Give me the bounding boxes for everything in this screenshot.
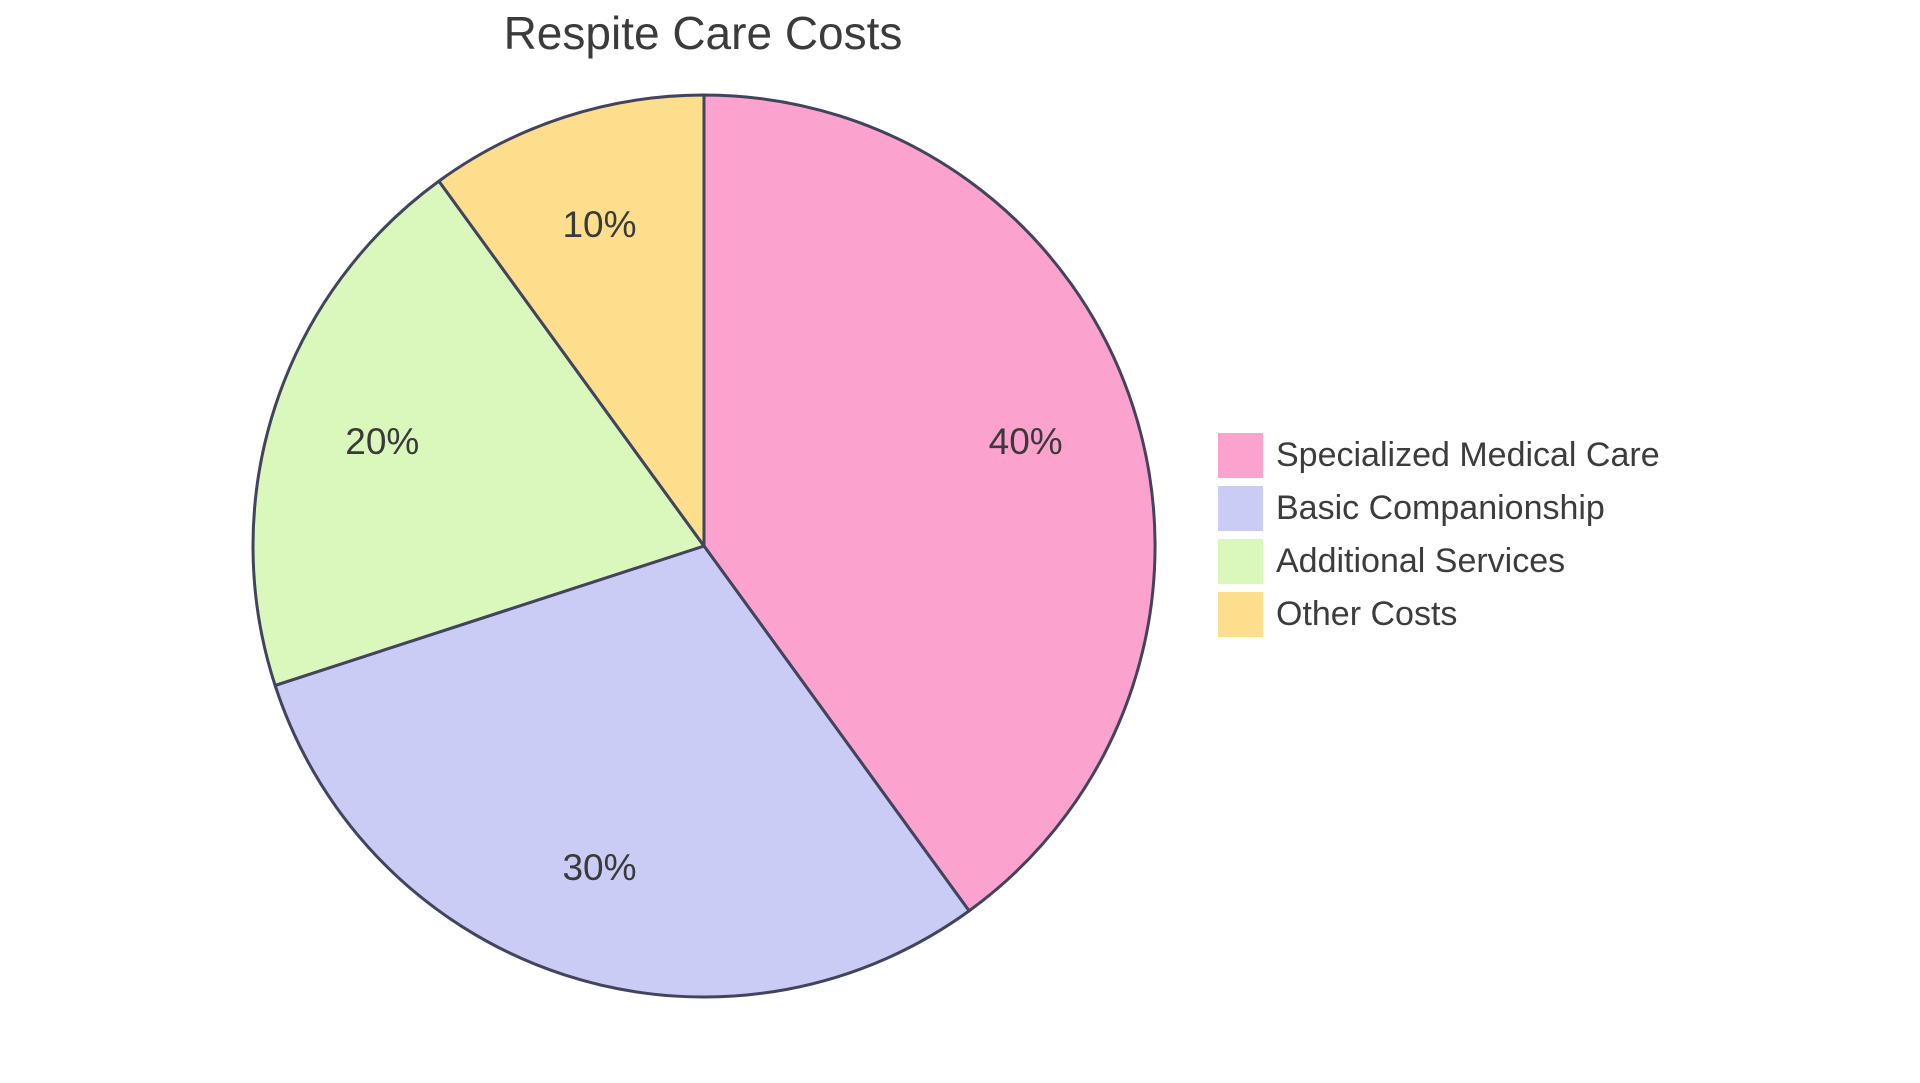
legend-swatch-1 — [1218, 486, 1263, 531]
legend-swatch-0 — [1218, 433, 1263, 478]
pie-slice-1 — [273, 544, 971, 999]
legend-swatch-2 — [1218, 539, 1263, 584]
legend-item-0: Specialized Medical Care — [1218, 433, 1660, 478]
legend-item-1: Basic Companionship — [1218, 486, 1660, 531]
pie-slice-0 — [702, 93, 1157, 913]
legend-swatch-3 — [1218, 592, 1263, 637]
legend-label-0: Specialized Medical Care — [1276, 436, 1660, 474]
legend-item-3: Other Costs — [1218, 592, 1660, 637]
pie-slice-3 — [437, 93, 706, 548]
slice-percent-label-0: 40% — [989, 421, 1063, 462]
legend-item-2: Additional Services — [1218, 539, 1660, 584]
legend-label-2: Additional Services — [1276, 542, 1566, 580]
slice-percent-label-3: 10% — [562, 204, 636, 245]
slice-percent-label-1: 30% — [562, 847, 636, 888]
pie-slices — [251, 93, 1157, 999]
legend: Specialized Medical Care Basic Companions… — [1218, 433, 1660, 637]
slice-percent-label-2: 20% — [345, 421, 419, 462]
chart-title: Respite Care Costs — [503, 7, 903, 59]
legend-label-3: Other Costs — [1276, 595, 1458, 633]
pie-slice-labels: 40% 30% 20% 10% — [345, 204, 1062, 888]
pie-slice-2 — [251, 179, 706, 687]
legend-label-1: Basic Companionship — [1276, 489, 1605, 527]
